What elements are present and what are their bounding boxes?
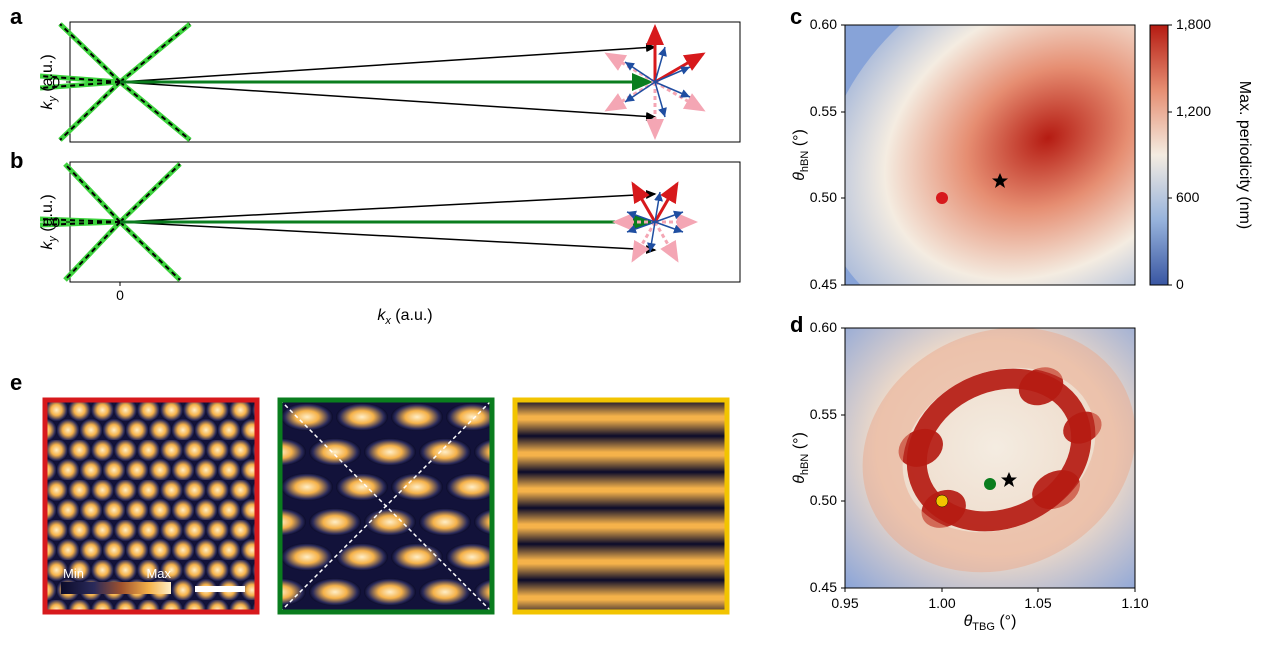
svg-text:1,800: 1,800 (1176, 16, 1211, 32)
panel-a-label: a (10, 4, 22, 30)
svg-text:1.00: 1.00 (928, 595, 955, 611)
panel-c-yticks: 0.45 0.50 0.55 0.60 (810, 16, 845, 292)
svg-text:0.50: 0.50 (810, 492, 837, 508)
colorbar: 0 600 1,200 1,800 Max. periodicity (nm) (1150, 16, 1253, 292)
svg-text:0.50: 0.50 (810, 189, 837, 205)
panel-a-kvec-bot (120, 82, 655, 117)
panel-a-plot: 0 ky (a.u.) (40, 15, 750, 150)
svg-text:1.10: 1.10 (1121, 595, 1148, 611)
scale-bar (195, 586, 245, 592)
svg-text:0.55: 0.55 (810, 103, 837, 119)
colorbar-title: Max. periodicity (nm) (1236, 81, 1253, 229)
mini-cbar-min: Min (63, 566, 84, 581)
svg-text:0: 0 (1176, 276, 1184, 292)
panel-b-xlabel: kx (a.u.) (377, 307, 432, 327)
panel-d-xticks: 0.95 1.00 1.05 1.10 (831, 588, 1148, 611)
svg-text:0.45: 0.45 (810, 276, 837, 292)
svg-text:1,200: 1,200 (1176, 103, 1211, 119)
svg-text:0.55: 0.55 (810, 406, 837, 422)
panel-e-sub-red: Min Max (45, 400, 257, 612)
panel-b-plot: 0 0 ky (a.u.) kx (a.u.) (40, 155, 750, 330)
svg-text:0.60: 0.60 (810, 16, 837, 32)
panel-e-sub-green (280, 400, 492, 612)
panel-e-plot: Min Max (40, 395, 760, 635)
svg-text:0.95: 0.95 (831, 595, 858, 611)
mini-colorbar (61, 582, 171, 594)
svg-text:0.60: 0.60 (810, 319, 837, 335)
panel-e-sub-yellow (515, 400, 727, 612)
panel-d-ylabel: θhBN (°) (791, 432, 811, 484)
panel-e-label: e (10, 370, 22, 396)
panel-b-xtick0: 0 (116, 287, 124, 303)
svg-text:600: 600 (1176, 189, 1200, 205)
figure-root: a (0, 0, 1269, 640)
panel-c-ylabel: θhBN (°) (791, 129, 811, 181)
panel-d-yticks: 0.45 0.50 0.55 0.60 (810, 319, 845, 595)
panel-d-green-marker (984, 478, 996, 490)
panel-c-plot: 0.45 0.50 0.55 0.60 θhBN (°) 0 600 1,200… (790, 10, 1260, 320)
svg-text:1.05: 1.05 (1024, 595, 1051, 611)
panel-c-red-marker (936, 192, 948, 204)
mini-cbar-max: Max (146, 566, 171, 581)
panel-d-plot: 0.45 0.50 0.55 0.60 0.95 1.00 1.05 1.10 … (790, 318, 1190, 648)
panel-b-label: b (10, 148, 23, 174)
panel-d-yellow-marker (936, 495, 948, 507)
panel-a-kvec-top (120, 47, 655, 82)
panel-d-xlabel: θTBG (°) (964, 613, 1017, 633)
svg-text:0.45: 0.45 (810, 579, 837, 595)
